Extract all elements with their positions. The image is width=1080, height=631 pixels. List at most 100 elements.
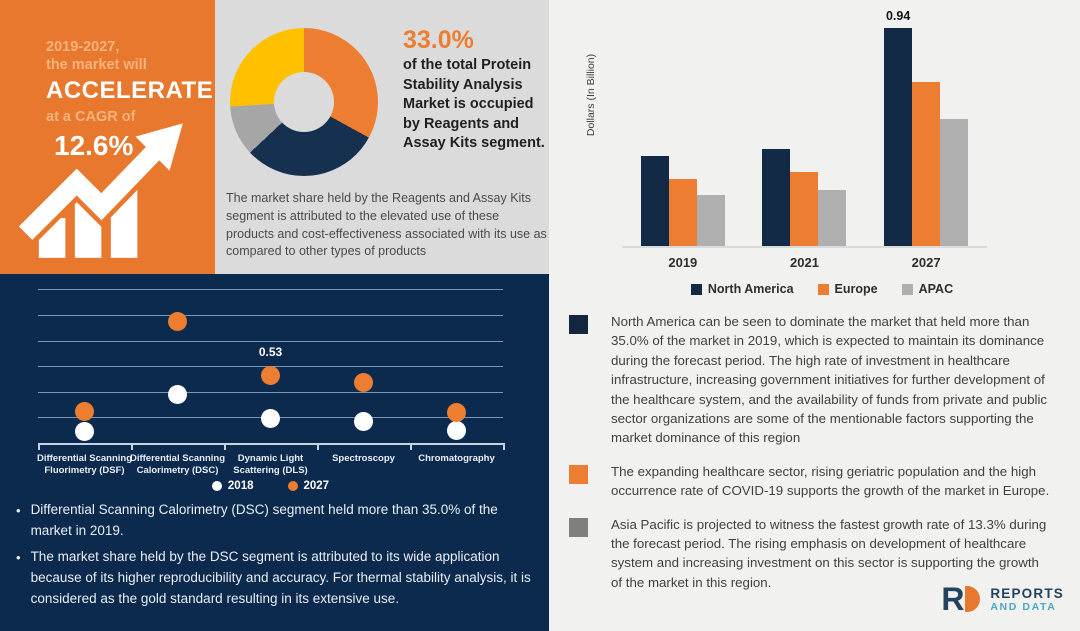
- logo-r-letter: R: [941, 581, 965, 617]
- data-point-2027: [354, 373, 373, 393]
- category-label: Spectroscopy: [332, 453, 395, 464]
- legend-item-2027: 2027: [287, 480, 330, 492]
- bar-Europe-2019: [668, 179, 697, 246]
- bar-xaxis: 2019 2021 2027: [622, 255, 987, 270]
- donut-hole: [274, 72, 334, 132]
- bar-Europe-2027: [912, 82, 941, 246]
- category-label: Chromatography: [418, 453, 495, 464]
- legend-label: Europe: [834, 282, 878, 296]
- legend-dot-icon: [287, 481, 298, 491]
- bullet-item: • Differential Scanning Calorimetry (DSC)…: [16, 500, 540, 542]
- bullet-text: Differential Scanning Calorimetry (DSC) …: [30, 502, 498, 538]
- regional-panel: Dollars (In Billion) 0.94 2019 2021 2027 N…: [549, 0, 1080, 631]
- cagr-label: at a CAGR of: [46, 109, 136, 126]
- bar-APAC-2027: [940, 119, 969, 246]
- bar-wrap: [790, 172, 819, 246]
- regional-bullet-text: Asia Pacific is projected to witness the…: [611, 516, 1047, 590]
- legend-square-icon: [817, 283, 829, 295]
- x-axis-line: [38, 443, 503, 445]
- gridline: [38, 391, 503, 393]
- data-point-2018: [261, 409, 280, 429]
- category-label: Differential Scanning Calorimetry (DSC): [129, 453, 225, 477]
- x-axis-label-2027: 2027: [911, 255, 941, 270]
- x-axis-label-2021: 2021: [790, 255, 819, 270]
- data-point-2018: [354, 411, 373, 431]
- highlight-description: of the total Protein Stability Analysis …: [403, 57, 545, 152]
- logo-d-shape: [965, 586, 981, 612]
- data-point-2018: [447, 420, 466, 440]
- logo-reports-text: REPORTS: [990, 585, 1064, 601]
- legend-label: 2018: [227, 480, 254, 492]
- bullet-item: • The market share held by the DSC segmen…: [16, 547, 540, 610]
- logo-anddata-text: AND DATA: [990, 601, 1057, 614]
- highlight-percentage: 33.0%: [403, 26, 474, 54]
- reports-and-data-logo: R REPORTS AND DATA: [941, 581, 1064, 617]
- legend-item-2018: 2018: [211, 480, 254, 492]
- x-axis-tick: [317, 443, 319, 450]
- legend-label: 2027: [303, 480, 330, 492]
- bullet-text: The market share held by the DSC segment…: [30, 548, 531, 606]
- bullet-marker: •: [16, 503, 21, 518]
- bar-wrap: [818, 190, 847, 246]
- x-axis-tick: [503, 443, 505, 450]
- regional-bullet-item: Asia Pacific is projected to witness the…: [569, 515, 1069, 593]
- bar-North America-2027: [884, 28, 913, 246]
- x-axis-label-2019: 2019: [668, 255, 698, 270]
- bullet-square-icon: [569, 517, 588, 537]
- bar-APAC-2021: [818, 190, 847, 246]
- gridline: [38, 289, 503, 291]
- period-text: 2019-2027,: [46, 39, 120, 55]
- bar-Europe-2021: [790, 172, 819, 246]
- bar-APAC-2019: [696, 195, 725, 246]
- technology-panel: 0.53 Differential Scanning Fluorimetry (D…: [0, 274, 549, 631]
- reagents-caption: The market share held by the Reagents an…: [226, 191, 547, 259]
- legend-label: APAC: [918, 282, 954, 296]
- legend-square-icon: [690, 283, 702, 295]
- category-label: Differential Scanning Fluorimetry (DSF): [36, 453, 132, 477]
- logo-mark-icon: R: [941, 581, 985, 617]
- legend-dot-icon: [211, 481, 222, 491]
- data-point-2018: [75, 421, 94, 441]
- legend-item-North America: North America: [690, 282, 794, 296]
- regional-bullet-item: North America can be seen to dominate th…: [569, 312, 1069, 448]
- category-label: Dynamic Light Scattering (DLS): [233, 453, 308, 477]
- regional-bullet-item: The expanding healthcare sector, rising …: [569, 462, 1069, 501]
- data-point-2027: [447, 402, 466, 422]
- data-point-2027: [261, 365, 280, 385]
- bar-group-2021: [762, 149, 847, 246]
- bar-chart-y-axis-label: Dollars (In Billion): [585, 53, 597, 137]
- bullet-marker: •: [16, 549, 21, 565]
- x-axis-tick: [131, 443, 133, 450]
- bar-legend: North America Europe APAC: [622, 282, 1022, 296]
- gridline: [38, 315, 503, 316]
- data-point-label: 0.53: [258, 345, 283, 360]
- bar-North America-2019: [640, 156, 669, 246]
- donut-chart: [230, 28, 378, 176]
- reagents-section: 33.0% of the total Protein Stability Ana…: [215, 0, 549, 274]
- dsc-bullet-list: • Differential Scanning Calorimetry (DSC)…: [16, 500, 540, 615]
- regional-bullet-text: North America can be seen to dominate th…: [611, 314, 1048, 446]
- legend-square-icon: [901, 283, 913, 295]
- regional-bullet-list: North America can be seen to dominate th…: [569, 312, 1069, 606]
- bar-value-label: 0.94: [885, 9, 911, 23]
- regional-bullet-text: The expanding healthcare sector, rising …: [611, 463, 1050, 499]
- legend-label: North America: [707, 282, 794, 296]
- bar-wrap: [940, 119, 969, 246]
- bar-North America-2021: [762, 149, 791, 246]
- bar-wrap: [912, 82, 941, 246]
- dot-plot-legend: 2018 2027: [38, 480, 503, 492]
- legend-item-APAC: APAC: [901, 282, 954, 296]
- bullet-square-icon: [569, 315, 588, 334]
- accelerate-headline: ACCELERATE: [46, 77, 214, 105]
- bar-wrap: [640, 156, 669, 246]
- gridline: [38, 340, 503, 342]
- x-axis-tick: [224, 443, 226, 450]
- data-point-2027: [168, 311, 187, 331]
- intro-text: the market will: [46, 57, 147, 74]
- bar-wrap: 0.94: [884, 9, 913, 246]
- x-axis-tick: [38, 443, 40, 450]
- bar-group-2019: [640, 156, 725, 246]
- bar-group-2027: 0.94: [884, 9, 969, 246]
- bar-wrap: [668, 179, 697, 246]
